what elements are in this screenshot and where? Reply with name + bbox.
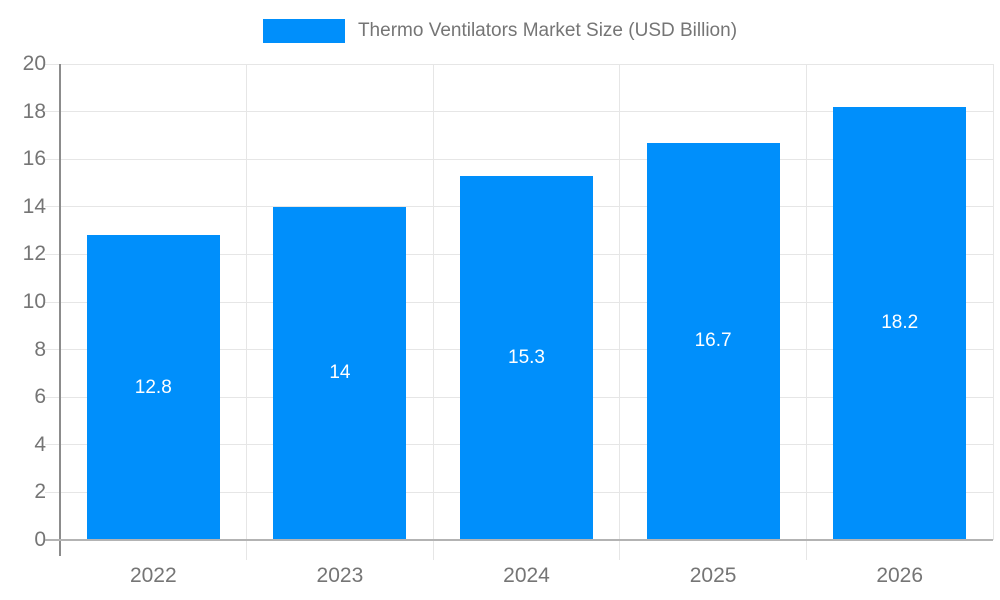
- h-gridline: [60, 63, 993, 65]
- h-gridline: [60, 111, 993, 113]
- bar[interactable]: 14: [273, 206, 407, 540]
- y-axis-tick: [45, 63, 60, 65]
- bar[interactable]: 16.7: [646, 142, 780, 540]
- y-axis-tick-label: 20: [22, 52, 46, 75]
- y-axis-tick: [45, 158, 60, 160]
- bar-value-label: 15.3: [508, 346, 545, 368]
- y-axis-tick-label: 8: [34, 337, 46, 361]
- y-axis-tick-label: 12: [22, 242, 46, 266]
- y-axis-tick-label: 6: [34, 385, 46, 409]
- x-axis-tick: [432, 541, 434, 560]
- bar-value-label: 14: [329, 362, 351, 384]
- bar[interactable]: 12.8: [86, 235, 220, 540]
- y-axis-tick: [45, 301, 60, 303]
- chart-legend[interactable]: Thermo Ventilators Market Size (USD Bill…: [0, 17, 1000, 45]
- bar-value-label: 16.7: [694, 330, 732, 352]
- bar-value-label: 18.2: [881, 312, 919, 334]
- y-axis-tick: [45, 253, 60, 255]
- y-axis-tick: [45, 491, 60, 493]
- h-gridline: [60, 158, 993, 160]
- x-axis-baseline: [45, 539, 993, 541]
- plot-area: 12.8 14 15.3 16.7 18.2: [60, 63, 994, 540]
- x-axis-tick: [619, 541, 621, 560]
- legend-color-swatch: [262, 19, 345, 43]
- y-axis-tick: [45, 349, 60, 351]
- y-axis-tick: [45, 111, 60, 113]
- legend-series-label: Thermo Ventilators Market Size (USD Bill…: [357, 20, 738, 41]
- v-gridline: [246, 64, 248, 540]
- v-gridline: [805, 64, 807, 540]
- y-axis-line: [59, 64, 61, 556]
- bar[interactable]: 15.3: [460, 175, 593, 540]
- x-axis-tick-label: 2022: [129, 564, 177, 587]
- x-axis-tick: [805, 541, 807, 560]
- v-gridline: [619, 64, 621, 540]
- y-axis-tick-label: 10: [22, 290, 46, 313]
- y-axis-tick-label: 4: [34, 432, 46, 456]
- v-gridline: [432, 64, 434, 540]
- y-axis-tick-label: 0: [34, 528, 46, 551]
- x-axis-tick-label: 2024: [503, 564, 550, 587]
- y-axis-tick-label: 2: [34, 480, 46, 504]
- v-gridline: [992, 64, 994, 540]
- y-axis-tick: [45, 206, 60, 208]
- y-axis-tick-label: 18: [22, 99, 46, 123]
- y-axis-tick: [45, 396, 60, 398]
- bar-value-label: 12.8: [134, 376, 172, 398]
- y-axis-tick-label: 16: [22, 147, 46, 171]
- y-axis-tick: [45, 444, 60, 446]
- x-axis-tick-label: 2025: [689, 564, 737, 587]
- x-axis-tick: [246, 541, 248, 560]
- x-axis-tick-label: 2023: [316, 564, 364, 587]
- bar[interactable]: 18.2: [833, 106, 967, 540]
- y-axis-tick-label: 14: [22, 194, 46, 218]
- x-axis-tick-label: 2026: [876, 564, 924, 587]
